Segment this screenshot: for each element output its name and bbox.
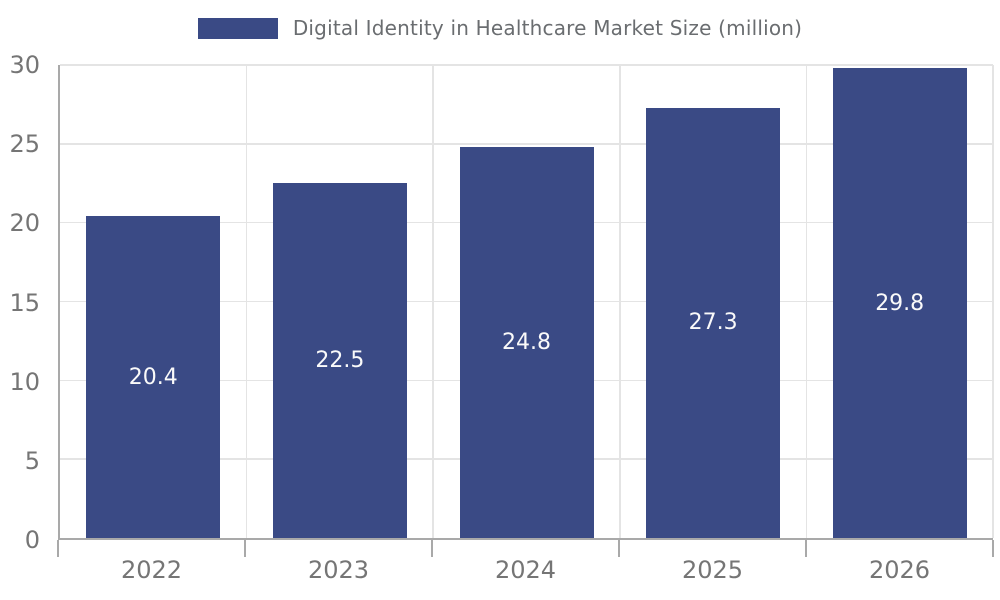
x-tick-label: 2025 [681,556,744,584]
bar-2026[interactable]: 29.8 [832,68,967,538]
x-gridline [245,65,248,538]
y-gridline [60,143,993,145]
x-gridline [619,65,621,538]
x-axis: 2022 2023 2024 2025 2026 [58,556,993,584]
y-tick-label: 30 [9,51,40,79]
bar-2022[interactable]: 20.4 [86,216,221,538]
y-tick-label: 0 [24,526,40,554]
y-axis: 0 5 10 15 20 25 30 [0,53,40,552]
bar-value-label: 24.8 [502,330,551,355]
x-tick-mark [431,540,433,557]
y-tick-label: 5 [24,446,40,475]
x-tick-mark [57,540,59,557]
legend-label: Digital Identity in Healthcare Market Si… [292,16,803,40]
y-tick-label: 20 [9,209,40,238]
y-tick-label: 15 [9,288,40,317]
x-tick-mark [244,540,246,557]
x-tick-mark [618,540,620,557]
bar-2023[interactable]: 22.5 [272,183,407,538]
y-tick-label: 25 [9,130,40,159]
bar-value-label: 20.4 [128,364,178,390]
x-tick-label: 2026 [868,556,931,584]
plot-area: 20.4 22.5 24.8 27.3 29.8 [58,64,994,540]
x-tick-label: 2024 [494,556,557,584]
bar-value-label: 22.5 [315,348,365,374]
bar-2024[interactable]: 24.8 [459,147,594,538]
legend-swatch [197,17,278,39]
x-tick-mark [805,540,807,557]
legend-item[interactable]: Digital Identity in Healthcare Market Si… [0,16,1000,40]
x-gridline [992,65,994,538]
bar-2025[interactable]: 27.3 [646,107,781,538]
x-tick-label: 2022 [120,556,183,584]
x-gridline [805,65,808,538]
x-tick-label: 2023 [307,556,370,584]
y-tick-label: 10 [9,367,40,396]
y-gridline [60,64,993,66]
x-gridline [432,65,434,538]
x-axis-ticks [57,540,994,557]
bar-value-label: 29.8 [875,290,925,316]
x-tick-mark [992,540,994,557]
bar-value-label: 27.3 [688,310,738,336]
